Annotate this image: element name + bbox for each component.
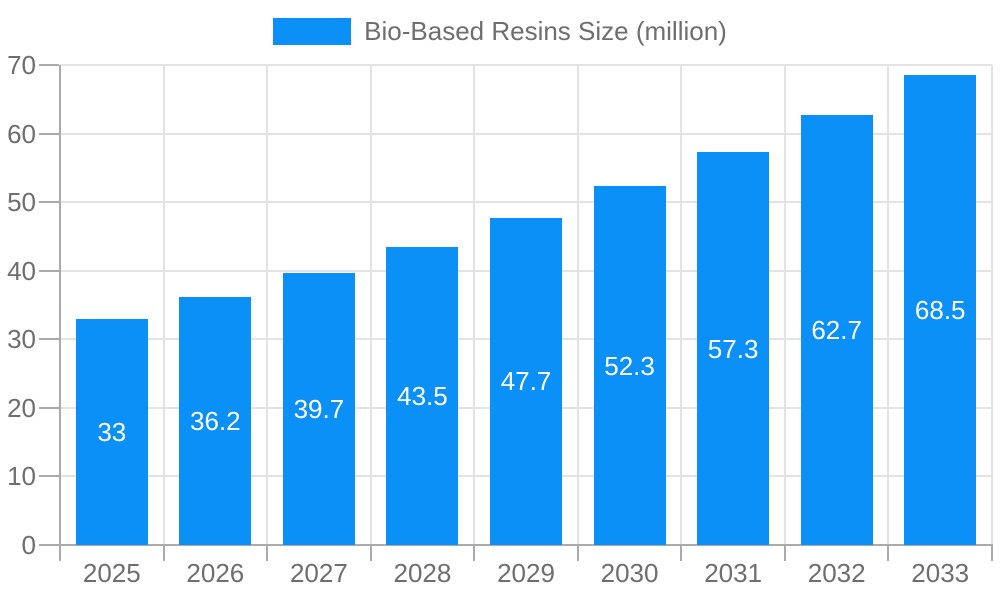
bar[interactable] [904, 75, 977, 545]
x-tick [369, 546, 372, 561]
y-tick-label: 0 [21, 530, 36, 560]
bar-value-label: 68.5 [914, 295, 966, 326]
v-gridline [473, 65, 476, 545]
x-tick-label: 2032 [807, 558, 866, 588]
bar-value-label: 43.5 [397, 380, 448, 411]
bar[interactable] [75, 318, 148, 545]
x-tick [162, 546, 165, 561]
bar-value-label: 33 [97, 416, 127, 447]
x-tick [680, 546, 683, 561]
y-tick [39, 406, 59, 409]
y-tick-label: 70 [7, 50, 36, 80]
h-gridline [60, 64, 992, 66]
bar-value-label: 52.3 [604, 350, 655, 381]
x-tick-label: 2030 [600, 558, 659, 588]
v-gridline [991, 65, 993, 545]
bar[interactable] [179, 296, 252, 545]
legend: Bio-Based Resins Size (million) [0, 16, 1000, 47]
h-gridline [60, 132, 992, 135]
y-tick [39, 132, 59, 135]
x-tick-label: 2027 [289, 558, 348, 588]
x-tick-label: 2025 [82, 558, 141, 588]
x-tick [473, 546, 476, 561]
bar-value-label: 39.7 [293, 393, 345, 424]
v-gridline [887, 65, 890, 545]
y-tick-label: 20 [7, 392, 36, 423]
x-tick [991, 546, 993, 561]
y-tick-label: 40 [7, 255, 36, 286]
x-tick-label: 2033 [911, 558, 970, 588]
x-tick [59, 546, 61, 561]
bar[interactable] [697, 152, 770, 545]
v-gridline [162, 65, 165, 545]
y-tick-label: 60 [7, 118, 36, 149]
y-tick [39, 64, 59, 66]
x-tick-label: 2026 [186, 558, 245, 588]
x-tick-label: 2031 [704, 558, 763, 588]
x-tick-label: 2028 [393, 558, 452, 588]
h-gridline [60, 201, 992, 204]
bar[interactable] [800, 115, 873, 545]
bar-value-label: 47.7 [500, 366, 552, 397]
bar[interactable] [386, 246, 459, 545]
x-tick [887, 546, 890, 561]
v-gridline [783, 65, 786, 545]
y-tick-label: 30 [7, 324, 36, 355]
v-gridline [680, 65, 683, 545]
v-gridline [266, 65, 269, 545]
x-tick [783, 546, 786, 561]
y-tick-label: 10 [7, 461, 36, 492]
y-tick [39, 475, 59, 478]
v-gridline [576, 65, 579, 545]
bar-value-label: 62.7 [811, 315, 862, 346]
x-tick [266, 546, 269, 561]
y-axis-line [59, 65, 61, 547]
bar[interactable] [282, 272, 355, 545]
y-tick [39, 544, 59, 546]
x-tick [576, 546, 579, 561]
v-gridline [369, 65, 372, 545]
x-axis-line [59, 544, 993, 546]
legend-label: Bio-Based Resins Size (million) [364, 16, 727, 46]
y-tick [39, 269, 59, 272]
y-tick-label: 50 [7, 187, 36, 218]
legend-swatch-icon [273, 18, 352, 45]
bar-value-label: 36.2 [190, 405, 241, 436]
legend-item[interactable]: Bio-Based Resins Size (million) [273, 16, 727, 47]
bar[interactable] [490, 217, 562, 545]
y-tick [39, 338, 59, 341]
bar-value-label: 57.3 [707, 333, 759, 364]
plot-area: 0 10 20 30 40 50 60 70 2025 2026 2027 2028 2029 2030 2… [7, 50, 993, 588]
bar[interactable] [593, 186, 666, 545]
x-tick-label: 2029 [497, 558, 555, 588]
y-tick [39, 201, 59, 204]
